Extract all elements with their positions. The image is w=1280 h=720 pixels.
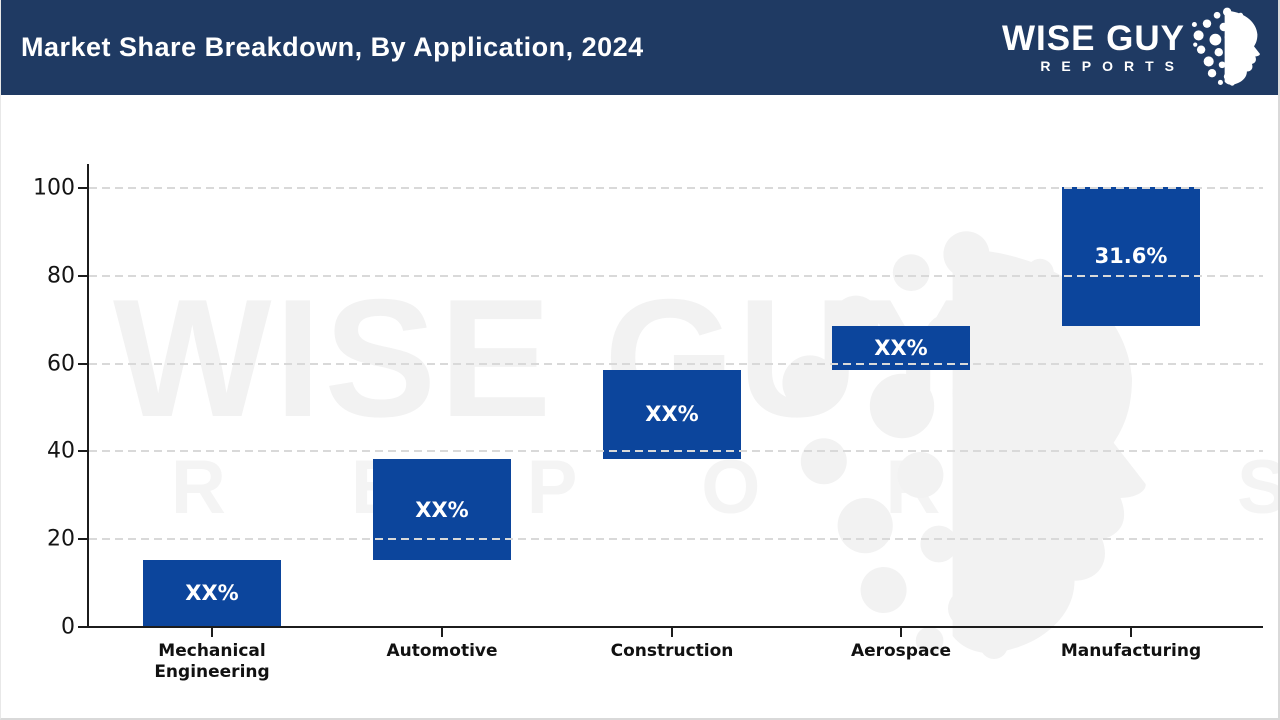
y-tick-label: 0 [61,614,75,640]
header: Market Share Breakdown, By Application, … [1,0,1278,95]
y-tick [78,538,87,541]
y-tick-label: 100 [33,175,75,201]
y-tick-label: 60 [47,351,75,377]
x-axis-line [87,626,1263,628]
y-tick [78,450,87,453]
bar-mechanical: XX% [143,560,281,626]
bar-value-label: XX% [645,402,699,427]
y-tick [78,187,87,189]
bar-value-label: XX% [185,581,239,606]
x-tick [441,628,443,637]
x-tick [1130,628,1132,637]
x-tick [671,628,673,637]
wiseguy-logo-text: WISE GUY REPORTS [1001,18,1185,74]
gridline [89,274,1263,277]
y-axis-line [87,164,89,628]
logo-wordmark: WISE GUY [1001,18,1185,58]
gridline [89,187,1263,189]
x-tick [211,628,213,637]
bar-value-label: XX% [415,497,469,522]
x-category-label: Construction [610,641,734,661]
gridline [89,362,1263,365]
bar-construction: XX% [603,369,741,460]
x-category-label: Mechanical Engineering [154,641,270,682]
x-tick [900,628,902,637]
wiseguy-head-icon [1191,7,1260,86]
x-category-label: Aerospace [850,641,952,661]
bar-automotive: XX% [373,459,511,561]
bar-manufacturing: 31.6% [1062,187,1200,326]
gridline [89,538,1263,541]
logo-subtitle: REPORTS [1040,57,1185,74]
page-title: Market Share Breakdown, By Application, … [21,32,644,62]
y-tick-label: 40 [47,438,75,464]
y-tick [78,626,87,628]
y-tick [78,362,87,365]
wiseguy-logo: WISE GUY REPORTS [1002,6,1267,90]
y-tick [78,274,87,277]
x-category-label: Automotive [386,641,498,661]
bar-value-label: XX% [874,335,928,360]
x-category-label: Manufacturing [1060,641,1202,661]
bar-value-label: 31.6% [1094,244,1168,269]
y-tick-label: 20 [47,526,75,552]
y-tick-label: 80 [47,263,75,289]
gridline [89,450,1263,453]
